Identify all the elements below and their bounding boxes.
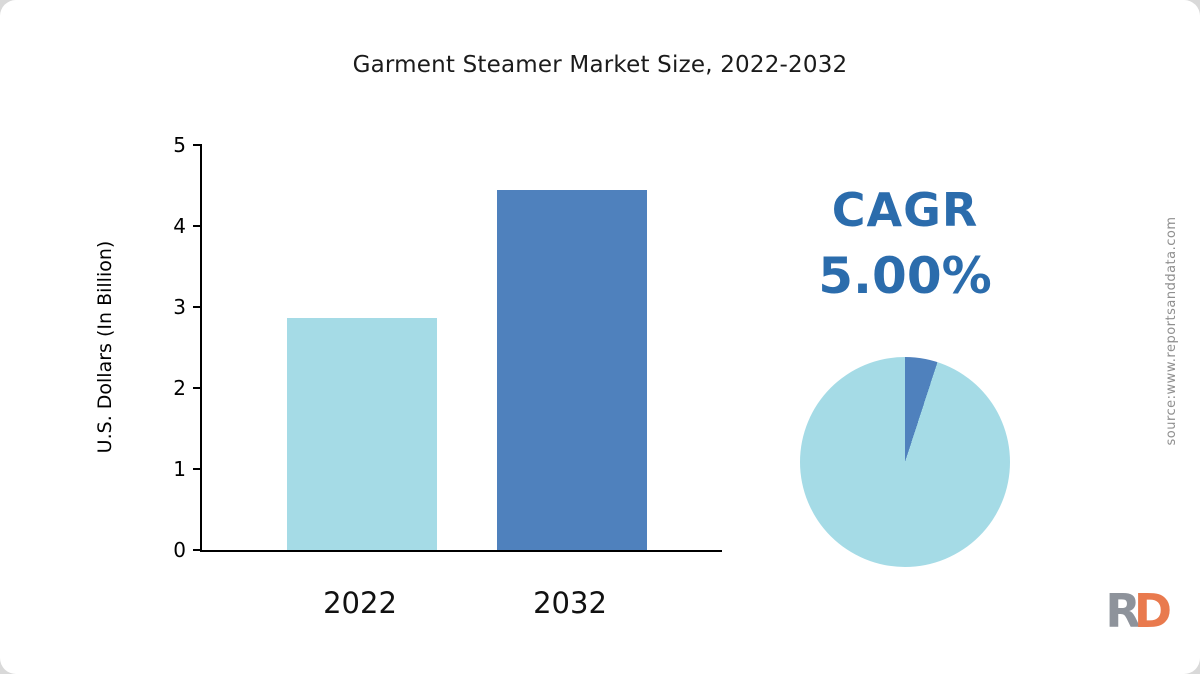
y-tick-label: 3 — [173, 295, 186, 319]
y-tick-5: 5 — [160, 133, 202, 157]
y-tick-mark — [193, 549, 202, 551]
y-tick-label: 1 — [173, 457, 186, 481]
y-axis-ticks: 0 1 2 3 4 5 — [173, 133, 722, 562]
y-tick-mark — [193, 225, 202, 227]
chart-title: Garment Steamer Market Size, 2022-2032 — [352, 52, 848, 78]
reports-and-data-logo: RD — [1105, 588, 1172, 634]
logo-letter-d: D — [1133, 584, 1172, 638]
cagr-panel: CAGR 5.00% — [760, 183, 1050, 305]
x-label-2032: 2032 — [533, 586, 607, 620]
cagr-pie — [800, 357, 1010, 567]
y-tick-label: 2 — [173, 376, 186, 400]
source-watermark: source:www.reportsanddata.com — [1164, 216, 1179, 446]
y-tick-mark — [193, 387, 202, 389]
y-tick-label: 5 — [173, 133, 186, 157]
y-tick-0: 0 — [160, 538, 202, 562]
y-axis-title: U.S. Dollars (In Billion) — [94, 240, 116, 454]
cagr-value: 5.00% — [818, 247, 992, 305]
x-axis-labels: 2022 2032 — [200, 586, 720, 620]
y-tick-4: 4 — [160, 214, 202, 238]
y-tick-2: 2 — [160, 376, 202, 400]
y-tick-3: 3 — [160, 295, 202, 319]
x-label-2022: 2022 — [323, 586, 397, 620]
cagr-label: CAGR — [831, 183, 979, 237]
y-tick-label: 4 — [173, 214, 186, 238]
bar-2032 — [497, 189, 647, 550]
y-tick-mark — [193, 468, 202, 470]
y-tick-label: 0 — [173, 538, 186, 562]
y-tick-mark — [193, 306, 202, 308]
y-tick-mark — [193, 144, 202, 146]
bar-group — [202, 145, 722, 550]
logo-letter-r: R — [1105, 584, 1141, 638]
bar-2022 — [287, 317, 437, 550]
y-tick-1: 1 — [160, 457, 202, 481]
bar-chart-plot: 0 1 2 3 4 5 — [173, 133, 722, 562]
